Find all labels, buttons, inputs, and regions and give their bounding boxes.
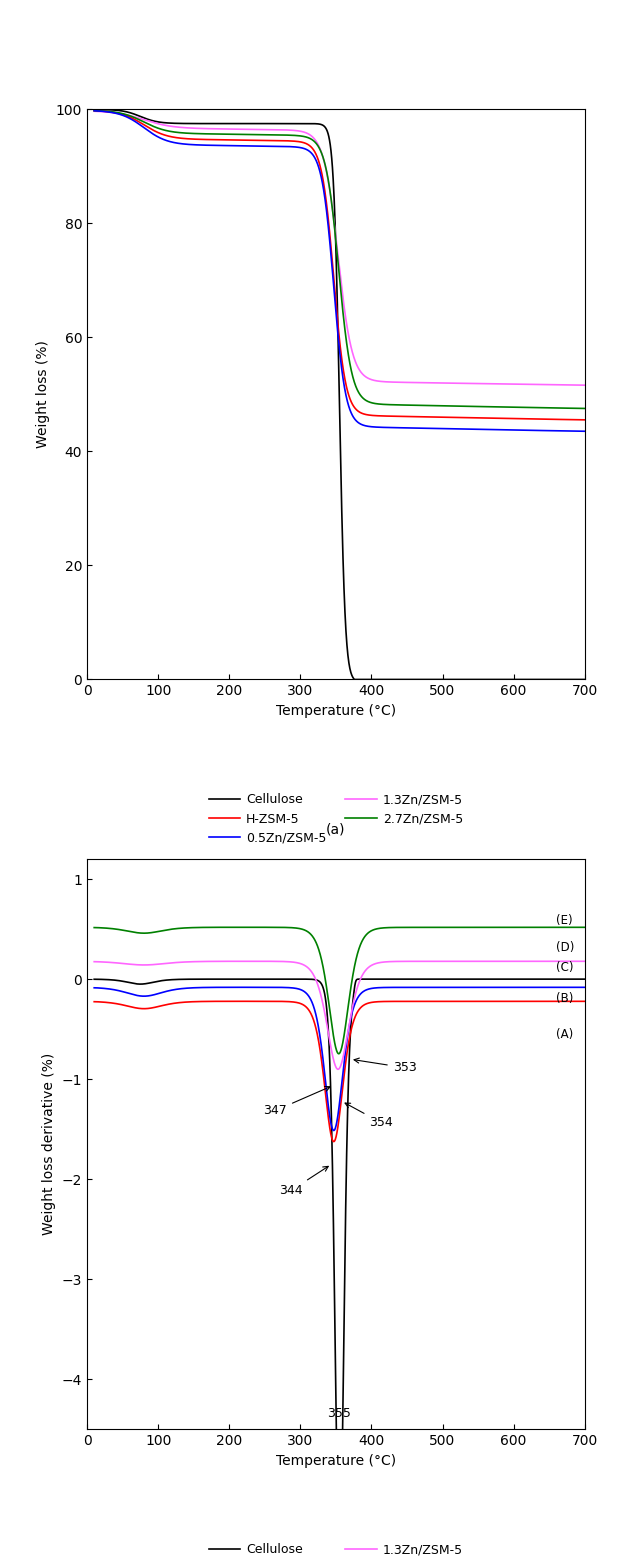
Y-axis label: Weight loss derivative (%): Weight loss derivative (%) (42, 1053, 56, 1236)
Text: 355: 355 (328, 1407, 351, 1420)
Text: (C): (C) (556, 961, 573, 973)
Text: 344: 344 (279, 1167, 328, 1196)
Legend: Cellulose, H-ZSM-5, 0.5Zn/ZSM-5, 1.3Zn/ZSM-5, 2.7Zn/ZSM-5: Cellulose, H-ZSM-5, 0.5Zn/ZSM-5, 1.3Zn/Z… (203, 1539, 468, 1562)
Text: (A): (A) (556, 1028, 573, 1040)
X-axis label: Temperature (°C): Temperature (°C) (276, 704, 396, 719)
Text: (a): (a) (326, 822, 346, 836)
Legend: Cellulose, H-ZSM-5, 0.5Zn/ZSM-5, 1.3Zn/ZSM-5, 2.7Zn/ZSM-5: Cellulose, H-ZSM-5, 0.5Zn/ZSM-5, 1.3Zn/Z… (203, 789, 468, 850)
Text: (B): (B) (556, 992, 573, 1004)
Text: 353: 353 (354, 1057, 417, 1075)
Text: 347: 347 (263, 1087, 330, 1117)
X-axis label: Temperature (°C): Temperature (°C) (276, 1454, 396, 1468)
Text: (E): (E) (556, 914, 573, 926)
Text: 354: 354 (345, 1103, 393, 1129)
Text: (D): (D) (556, 940, 575, 954)
Y-axis label: Weight loss (%): Weight loss (%) (36, 341, 50, 448)
